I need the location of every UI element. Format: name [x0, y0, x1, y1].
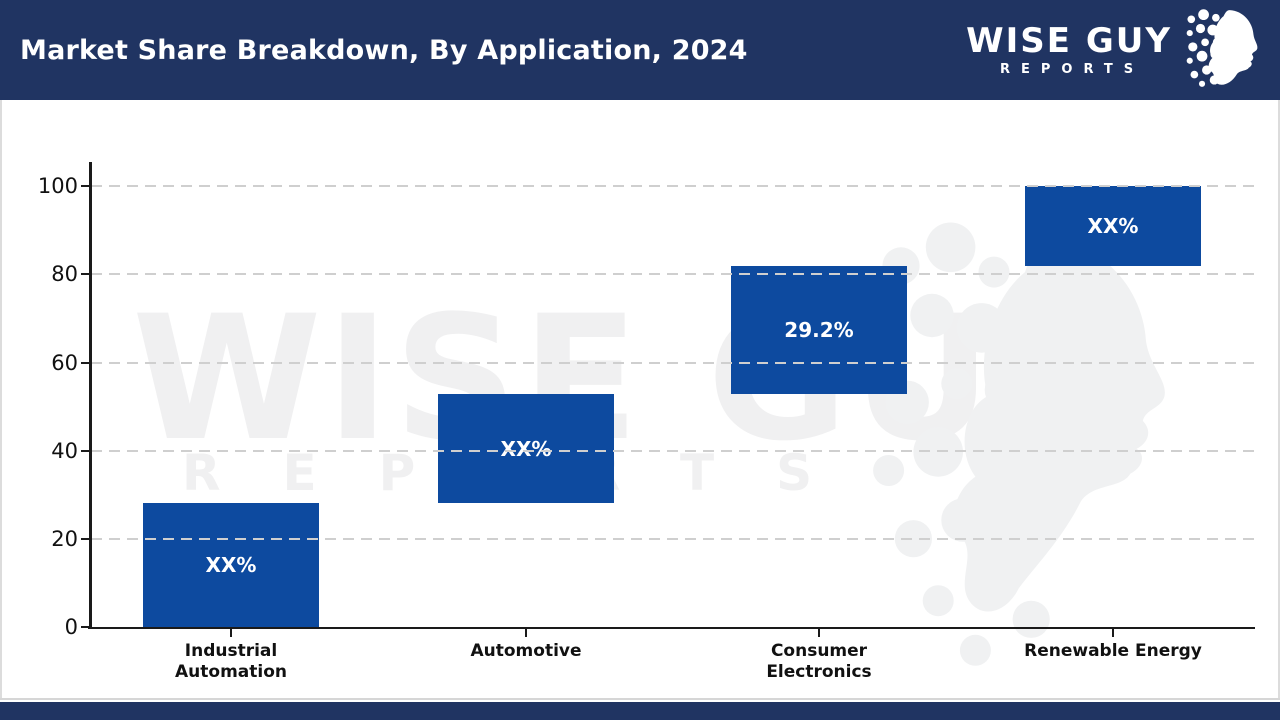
bar-value-label: XX%: [500, 436, 552, 461]
y-tick-label-80: 80: [51, 262, 78, 287]
gridline-80: [91, 273, 1255, 276]
bar-automotive: XX%: [438, 394, 614, 503]
y-tick-100: [81, 185, 90, 188]
gridline-60: [91, 361, 1255, 364]
x-label-1: Industrial Automation: [175, 641, 287, 683]
y-axis-line: [89, 162, 92, 629]
bar-renewable-energy: XX%: [1025, 186, 1201, 266]
watermark-face-icon: [873, 222, 1165, 666]
gridline-20: [91, 537, 1255, 540]
brand-subtitle: REPORTS: [1000, 61, 1145, 77]
logo-face-icon: [1186, 9, 1258, 87]
bar-industrial-automation: XX%: [143, 502, 319, 627]
y-tick-label-40: 40: [51, 438, 78, 463]
bar-value-label: XX%: [205, 552, 257, 577]
x-label-4: Renewable Energy: [1024, 641, 1202, 661]
x-tick-2: [525, 629, 527, 637]
page-title: Market Share Breakdown, By Application, …: [20, 34, 748, 66]
chart-area: WISE GUY REPORTS XX%XX%29.2%XX%020406080…: [0, 100, 1280, 700]
bar-consumer-electronics: 29.2%: [731, 265, 907, 395]
bottom-divider: [0, 698, 1280, 700]
y-tick-label-60: 60: [51, 350, 78, 375]
gridline-40: [91, 449, 1255, 452]
x-tick-1: [230, 629, 232, 637]
x-axis-line: [88, 626, 1255, 629]
y-tick-20: [81, 537, 90, 540]
y-tick-label-0: 0: [64, 615, 78, 639]
y-tick-0: [81, 626, 90, 628]
brand-name: WISE GUY: [966, 20, 1172, 61]
x-tick-3: [818, 629, 820, 637]
gridline-100: [91, 185, 1255, 188]
y-tick-label-100: 100: [37, 174, 78, 199]
x-tick-4: [1112, 629, 1114, 637]
x-label-2: Automotive: [470, 641, 582, 661]
brand-logo-text: WISE GUY REPORTS: [966, 24, 1172, 77]
x-label-3: Consumer Electronics: [766, 641, 872, 683]
bar-value-label: 29.2%: [784, 317, 854, 342]
bar-value-label: XX%: [1087, 213, 1139, 238]
footer-bar: [0, 702, 1280, 720]
y-tick-label-20: 20: [51, 526, 78, 551]
y-tick-60: [81, 361, 90, 364]
y-tick-40: [81, 449, 90, 452]
brand-logo: WISE GUY REPORTS: [966, 7, 1268, 93]
y-tick-80: [81, 273, 90, 276]
header-bar: Market Share Breakdown, By Application, …: [0, 0, 1280, 100]
